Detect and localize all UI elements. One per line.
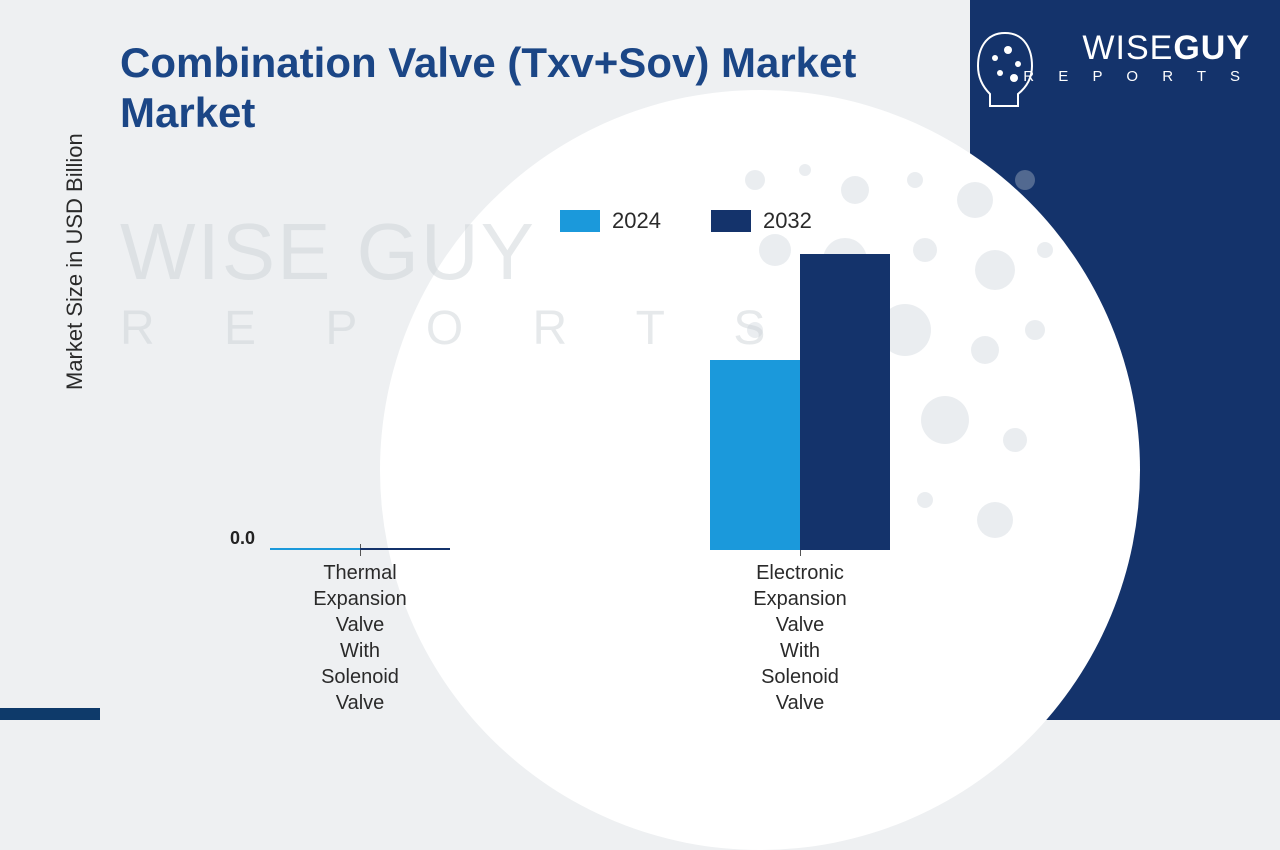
head-icon: [970, 28, 1040, 108]
brand-bold: GUY: [1173, 29, 1250, 67]
category-label: ElectronicExpansionValveWithSolenoidValv…: [700, 560, 900, 716]
bar: [360, 548, 450, 550]
brand-main: WISE: [1082, 29, 1173, 67]
chart-plot-area: [110, 180, 940, 550]
brand-logo: WISEGUY R E P O R T S: [1023, 30, 1250, 86]
axis-tick: [360, 544, 361, 556]
category-label: ThermalExpansionValveWithSolenoidValve: [260, 560, 460, 716]
brand-sub: R E P O R T S: [1023, 69, 1250, 86]
bottom-accent-bar: [0, 708, 100, 720]
y-axis-label: Market Size in USD Billion: [62, 133, 88, 390]
bar: [270, 548, 360, 550]
bar: [710, 360, 800, 550]
chart-title: Combination Valve (Txv+Sov) Market Marke…: [120, 38, 880, 139]
bar: [800, 254, 890, 550]
